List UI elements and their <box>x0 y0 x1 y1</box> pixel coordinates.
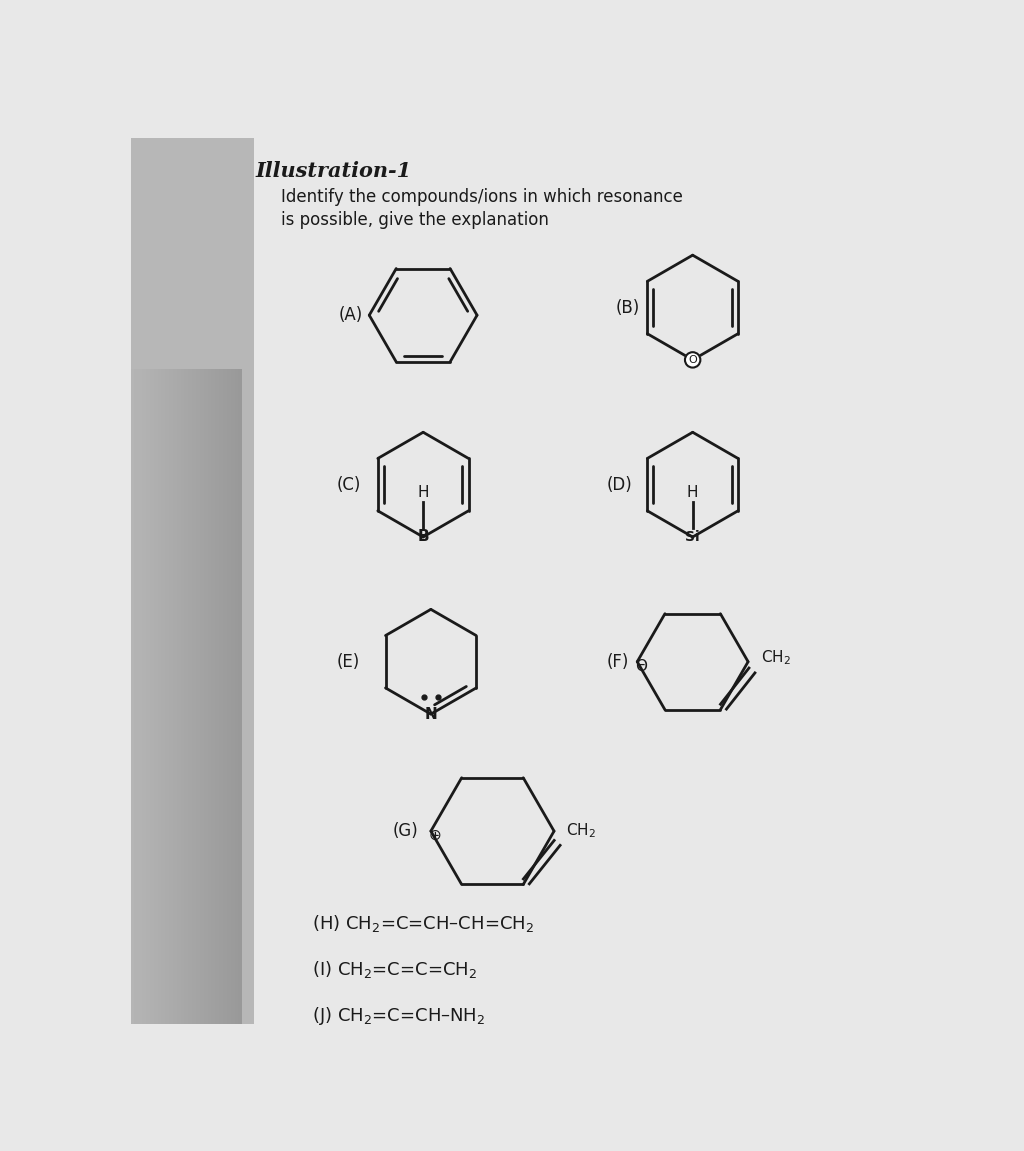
Polygon shape <box>215 369 219 1024</box>
Text: (J) CH$_2$=C=CH–NH$_2$: (J) CH$_2$=C=CH–NH$_2$ <box>311 1005 484 1027</box>
Text: (B): (B) <box>615 298 640 317</box>
Text: (E): (E) <box>337 653 360 671</box>
Text: CH$_2$: CH$_2$ <box>761 649 792 668</box>
Text: (F): (F) <box>606 653 629 671</box>
Polygon shape <box>173 369 177 1024</box>
Text: B: B <box>418 529 429 544</box>
Text: Illustration-1: Illustration-1 <box>255 161 412 181</box>
Polygon shape <box>234 369 239 1024</box>
Text: Si: Si <box>685 529 700 544</box>
Polygon shape <box>219 369 223 1024</box>
Polygon shape <box>223 369 226 1024</box>
Circle shape <box>685 352 700 367</box>
Polygon shape <box>169 369 173 1024</box>
Polygon shape <box>230 369 234 1024</box>
Text: Identify the compounds/ions in which resonance: Identify the compounds/ions in which res… <box>281 188 683 206</box>
Polygon shape <box>165 369 169 1024</box>
Text: N: N <box>425 707 437 722</box>
Polygon shape <box>177 369 180 1024</box>
Polygon shape <box>154 369 158 1024</box>
Polygon shape <box>188 369 193 1024</box>
Polygon shape <box>226 369 230 1024</box>
Polygon shape <box>208 369 211 1024</box>
Polygon shape <box>162 369 165 1024</box>
Polygon shape <box>193 369 196 1024</box>
Text: O: O <box>688 355 697 365</box>
Text: H: H <box>687 485 698 500</box>
Text: $\oplus$: $\oplus$ <box>428 828 441 843</box>
Polygon shape <box>150 369 154 1024</box>
Polygon shape <box>211 369 215 1024</box>
Polygon shape <box>239 369 243 1024</box>
Polygon shape <box>196 369 200 1024</box>
Polygon shape <box>184 369 188 1024</box>
Text: (A): (A) <box>339 306 362 325</box>
Polygon shape <box>204 369 208 1024</box>
Polygon shape <box>146 369 150 1024</box>
Text: (I) CH$_2$=C=C=CH$_2$: (I) CH$_2$=C=C=CH$_2$ <box>311 959 477 981</box>
Text: (G): (G) <box>392 822 418 840</box>
Polygon shape <box>200 369 204 1024</box>
Text: (H) CH$_2$=C=CH–CH=CH$_2$: (H) CH$_2$=C=CH–CH=CH$_2$ <box>311 913 534 933</box>
Polygon shape <box>158 369 162 1024</box>
Text: (D): (D) <box>606 475 632 494</box>
Polygon shape <box>180 369 184 1024</box>
Text: CH$_2$: CH$_2$ <box>566 821 596 840</box>
Polygon shape <box>131 138 254 1024</box>
Text: $\Theta$: $\Theta$ <box>635 657 647 673</box>
Text: H: H <box>418 485 429 500</box>
Text: (C): (C) <box>337 475 361 494</box>
Text: is possible, give the explanation: is possible, give the explanation <box>281 212 549 229</box>
